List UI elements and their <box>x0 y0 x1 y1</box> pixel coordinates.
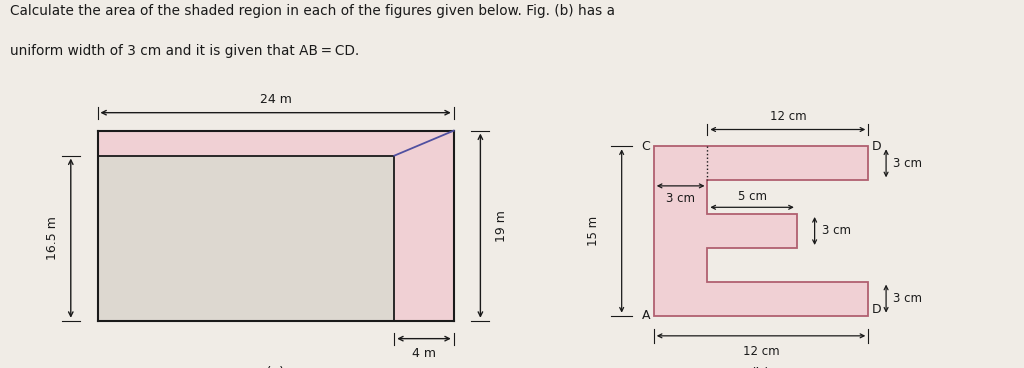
Text: 24 m: 24 m <box>260 93 292 106</box>
Polygon shape <box>394 131 454 321</box>
Text: D: D <box>871 302 882 315</box>
Text: C: C <box>641 140 650 153</box>
Text: 3 cm: 3 cm <box>822 224 851 237</box>
Text: (b): (b) <box>752 366 771 368</box>
Text: (a): (a) <box>266 366 286 368</box>
Text: A: A <box>642 309 650 322</box>
Text: Calculate the area of the shaded region in each of the figures given below. Fig.: Calculate the area of the shaded region … <box>10 4 615 18</box>
Text: 16.5 m: 16.5 m <box>46 216 59 260</box>
Text: 4 m: 4 m <box>412 347 436 360</box>
Polygon shape <box>654 146 868 315</box>
Text: uniform width of 3 cm and it is given that AB = CD.: uniform width of 3 cm and it is given th… <box>10 44 359 58</box>
Polygon shape <box>97 131 454 156</box>
Text: D: D <box>871 140 882 153</box>
Text: 3 cm: 3 cm <box>893 292 923 305</box>
Bar <box>97 156 394 321</box>
Text: 3 cm: 3 cm <box>667 191 695 205</box>
Text: 5 cm: 5 cm <box>737 190 767 203</box>
Text: 3 cm: 3 cm <box>893 157 923 170</box>
Text: 12 cm: 12 cm <box>742 345 779 358</box>
Text: 19 m: 19 m <box>496 210 508 242</box>
Text: 12 cm: 12 cm <box>769 110 806 123</box>
Text: 15 m: 15 m <box>587 216 600 246</box>
